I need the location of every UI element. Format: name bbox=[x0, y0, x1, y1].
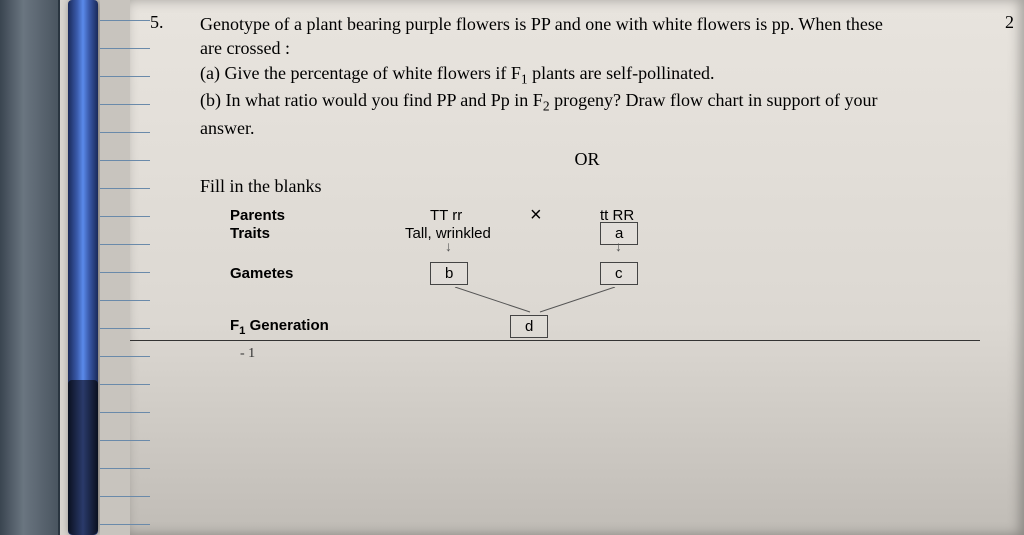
f1-label: F1 Generation bbox=[230, 317, 360, 337]
part-a-text: (a) Give the percentage of white flowers… bbox=[200, 63, 521, 83]
notebook-spine bbox=[0, 0, 60, 535]
stem-line-2: are crossed : bbox=[200, 38, 290, 58]
part-a-sub: 1 bbox=[521, 71, 528, 86]
blank-b: b bbox=[430, 262, 468, 285]
connector-lines bbox=[440, 287, 640, 317]
part-b-text: (b) In what ratio would you find PP and … bbox=[200, 90, 543, 110]
blank-d: d bbox=[510, 315, 548, 338]
question-marks: 2 bbox=[1005, 12, 1014, 33]
stem-line-1: Genotype of a plant bearing purple flowe… bbox=[200, 14, 883, 34]
gametes-label: Gametes bbox=[230, 265, 360, 282]
worksheet-page: 5. 2 Genotype of a plant bearing purple … bbox=[130, 0, 1024, 535]
part-b-sub: 2 bbox=[543, 99, 550, 114]
question-body: Genotype of a plant bearing purple flowe… bbox=[200, 12, 1004, 141]
pen-tip bbox=[68, 380, 98, 535]
arrow-2: ↓ bbox=[615, 238, 622, 255]
f1-pre: F bbox=[230, 317, 239, 334]
small-mark: - 1 bbox=[240, 346, 255, 362]
box-c: c bbox=[600, 262, 638, 285]
part-a-cont: plants are self-pollinated. bbox=[528, 63, 715, 83]
genetics-diagram: Parents TT rr × tt RR Traits Tall, wrink… bbox=[230, 207, 1004, 347]
gametes-row: Gametes b c bbox=[230, 265, 1004, 282]
question-number: 5. bbox=[150, 12, 164, 33]
arrow-1: ↓ bbox=[445, 238, 452, 255]
part-b-line2: answer. bbox=[200, 118, 254, 138]
box-d: d bbox=[510, 315, 548, 338]
parents-label: Parents bbox=[230, 207, 360, 224]
or-separator: OR bbox=[170, 149, 1004, 170]
box-b: b bbox=[430, 262, 468, 285]
fill-blanks-heading: Fill in the blanks bbox=[200, 176, 1004, 197]
f1-row: F1 Generation d bbox=[230, 317, 1004, 337]
p1-genotype: TT rr bbox=[430, 207, 462, 224]
traits-label: Traits bbox=[230, 225, 360, 242]
blank-c: c bbox=[600, 262, 638, 285]
cross-symbol: × bbox=[530, 204, 542, 227]
horizontal-rule bbox=[130, 340, 980, 341]
f1-post: Generation bbox=[245, 317, 328, 334]
part-b-cont: progeny? Draw flow chart in support of y… bbox=[550, 90, 878, 110]
